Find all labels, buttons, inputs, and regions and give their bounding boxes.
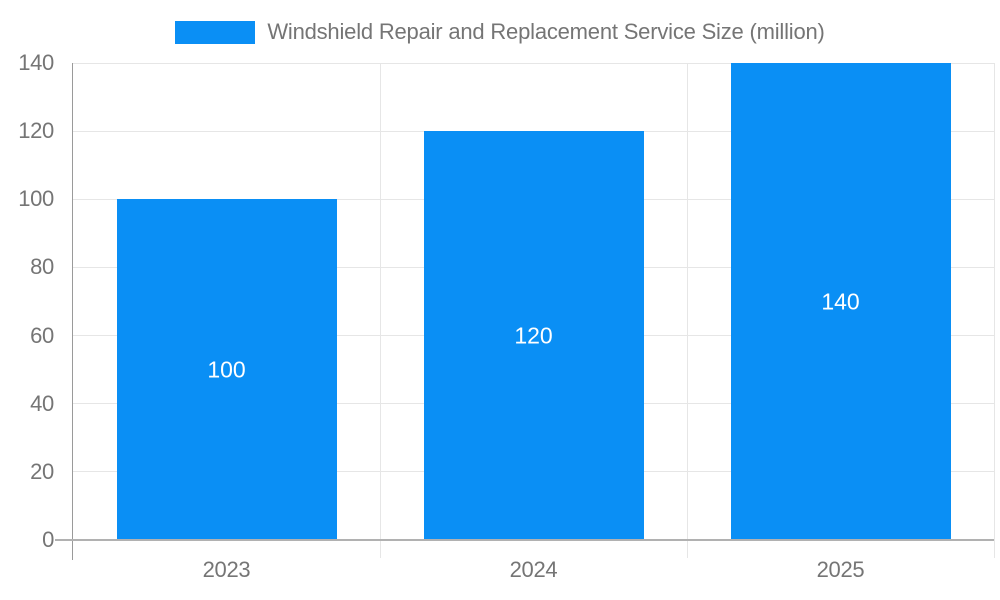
legend-label: Windshield Repair and Replacement Servic…: [267, 19, 825, 44]
x-axis-tick-label: 2025: [816, 557, 865, 582]
y-axis-tick-label: 100: [18, 186, 54, 212]
y-axis-tick-label: 140: [18, 50, 54, 75]
category-separator: [686, 63, 688, 558]
y-axis-tick-label: 40: [30, 390, 54, 416]
plot-right-edge: [993, 63, 995, 558]
legend-swatch: [175, 20, 256, 44]
y-axis-tick-label: 120: [18, 118, 54, 144]
bar-2023: 100: [116, 199, 337, 540]
y-axis-tick-label: 60: [30, 322, 54, 348]
bar-value-label: 100: [207, 356, 246, 383]
y-axis-tick-label: 20: [30, 458, 54, 484]
bar-value-label: 120: [514, 322, 553, 349]
y-axis-tick-label: 80: [30, 254, 54, 280]
x-axis-tick-label: 2023: [202, 557, 251, 582]
category-separator: [379, 63, 381, 558]
plot-area: 0 20 40 60 80 100 120 140 100 2023 120 2024 140 2025: [18, 50, 995, 582]
bar-2025: 140: [730, 63, 951, 540]
x-axis-baseline: [55, 539, 994, 541]
gridline-y-140: [73, 62, 994, 64]
y-axis-line: [72, 63, 73, 560]
x-axis-tick-label: 2024: [509, 557, 558, 582]
legend: Windshield Repair and Replacement Servic…: [0, 19, 1000, 45]
y-axis-tick-label: 0: [42, 527, 54, 552]
bar-2024: 120: [423, 131, 644, 540]
bar-value-label: 140: [821, 288, 860, 314]
